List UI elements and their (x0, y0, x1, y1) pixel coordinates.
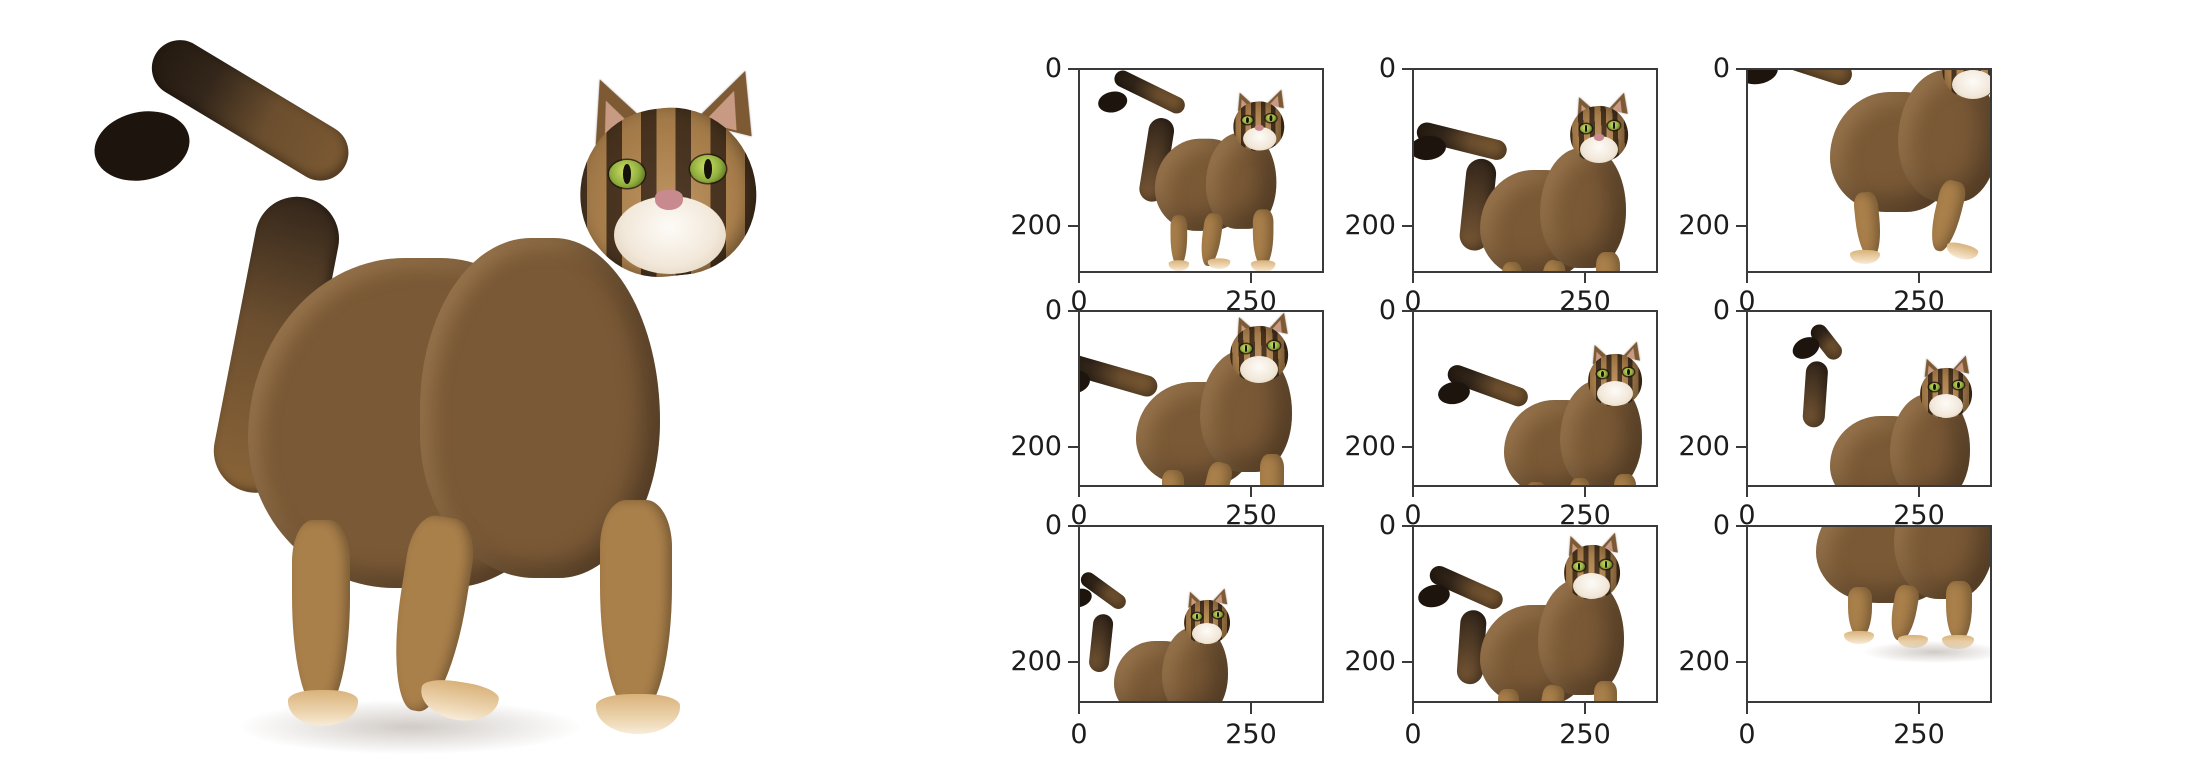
y-ticklabel-r2c1-200: 200 (1010, 431, 1062, 462)
y-tick-r2c3-200 (1736, 446, 1746, 449)
panel-r1c2[interactable] (1412, 68, 1658, 273)
y-ticklabel-r1c2-0: 0 (1378, 53, 1396, 84)
x-ticklabel-r2c1-250: 250 (1225, 500, 1277, 531)
panel-r3c2[interactable] (1412, 525, 1658, 703)
augmentation-grid-figure: 0 200 0 250 (1000, 0, 2204, 775)
grid-cat (1786, 321, 1990, 485)
x-tick-r1c2-0 (1412, 273, 1415, 283)
y-tick-r1c2-200 (1402, 225, 1412, 228)
x-tick-r3c1-250 (1250, 703, 1253, 714)
panel-r1c3[interactable] (1746, 68, 1992, 273)
y-tick-r3c2-200 (1402, 661, 1412, 664)
x-tick-r2c1-0 (1078, 487, 1081, 497)
x-ticklabel-r2c3-0: 0 (1738, 500, 1756, 531)
panel-r2c3[interactable] (1746, 310, 1992, 487)
y-ticklabel-r1c3-200: 200 (1678, 210, 1730, 241)
y-tick-r2c2-200 (1402, 446, 1412, 449)
y-tick-r2c1-0 (1068, 310, 1078, 313)
panel-r2c2[interactable] (1412, 310, 1658, 487)
x-tick-r2c2-250 (1584, 487, 1587, 497)
cat-paw-front (596, 694, 680, 734)
y-tick-r3c1-200 (1068, 661, 1078, 664)
grid-cat (1416, 530, 1656, 701)
cat-tail-tip (87, 102, 197, 190)
y-tick-r1c3-200 (1736, 225, 1746, 228)
x-ticklabel-r3c2-250: 250 (1559, 719, 1611, 750)
x-ticklabel-r3c3-250: 250 (1893, 719, 1945, 750)
x-tick-r1c3-250 (1918, 273, 1921, 283)
cat-front-leg (600, 500, 672, 714)
x-ticklabel-r3c1-0: 0 (1070, 719, 1088, 750)
panel-r3c1[interactable] (1078, 525, 1324, 703)
y-ticklabel-r2c1-0: 0 (1044, 295, 1062, 326)
y-ticklabel-r3c3-200: 200 (1678, 646, 1730, 677)
y-ticklabel-r2c3-200: 200 (1678, 431, 1730, 462)
cat-nose (655, 190, 683, 210)
x-tick-r2c3-0 (1746, 487, 1749, 497)
y-ticklabel-r1c3-0: 0 (1712, 53, 1730, 84)
y-tick-r3c2-0 (1402, 525, 1412, 528)
x-ticklabel-r2c2-250: 250 (1559, 500, 1611, 531)
y-ticklabel-r2c2-200: 200 (1344, 431, 1396, 462)
x-tick-r3c3-0 (1746, 703, 1749, 714)
y-ticklabel-r3c1-0: 0 (1044, 510, 1062, 541)
x-tick-r3c2-250 (1584, 703, 1587, 714)
hero-cat-figure (0, 0, 767, 775)
panel-r1c1[interactable] (1078, 68, 1324, 273)
x-tick-r1c1-0 (1078, 273, 1081, 283)
x-tick-r3c3-250 (1918, 703, 1921, 714)
x-ticklabel-r2c3-250: 250 (1893, 500, 1945, 531)
grid-cat (1436, 338, 1656, 485)
cat-eye-left (609, 160, 645, 188)
original-cat-image (0, 0, 767, 775)
x-ticklabel-r2c2-0: 0 (1404, 500, 1422, 531)
y-ticklabel-r2c2-0: 0 (1378, 295, 1396, 326)
cat-eye-right (690, 155, 726, 183)
y-ticklabel-r3c2-0: 0 (1378, 510, 1396, 541)
y-tick-r1c3-0 (1736, 68, 1746, 71)
y-tick-r1c2-0 (1402, 68, 1412, 71)
x-tick-r1c2-250 (1584, 273, 1587, 283)
x-ticklabel-r3c3-0: 0 (1738, 719, 1756, 750)
x-tick-r2c3-250 (1918, 487, 1921, 497)
y-tick-r2c1-200 (1068, 446, 1078, 449)
x-ticklabel-r2c1-0: 0 (1070, 500, 1088, 531)
y-tick-r2c3-0 (1736, 310, 1746, 313)
panel-r3c3[interactable] (1746, 525, 1992, 703)
x-tick-r1c1-250 (1250, 273, 1253, 283)
y-tick-r3c3-200 (1736, 661, 1746, 664)
y-tick-r3c3-0 (1736, 525, 1746, 528)
y-tick-r1c1-200 (1068, 225, 1078, 228)
y-tick-r1c1-0 (1068, 68, 1078, 71)
grid-cat (1764, 527, 1990, 663)
x-ticklabel-r1c2-0: 0 (1404, 286, 1422, 317)
y-ticklabel-r1c2-200: 200 (1344, 210, 1396, 241)
grid-cat (1096, 70, 1304, 271)
y-ticklabel-r2c3-0: 0 (1712, 295, 1730, 326)
grid-cat (1748, 70, 1990, 271)
grid-cat (1414, 74, 1656, 271)
y-ticklabel-r1c1-200: 200 (1010, 210, 1062, 241)
x-tick-r1c3-0 (1746, 273, 1749, 283)
y-tick-r3c1-0 (1068, 525, 1078, 528)
x-ticklabel-r1c1-0: 0 (1070, 286, 1088, 317)
x-ticklabel-r3c1-250: 250 (1225, 719, 1277, 750)
y-ticklabel-r1c1-0: 0 (1044, 53, 1062, 84)
x-ticklabel-r1c3-0: 0 (1738, 286, 1756, 317)
panel-r2c1[interactable] (1078, 310, 1324, 487)
x-tick-r2c1-250 (1250, 487, 1253, 497)
x-tick-r3c2-0 (1412, 703, 1415, 714)
y-ticklabel-r3c2-200: 200 (1344, 646, 1396, 677)
x-tick-r2c2-0 (1412, 487, 1415, 497)
y-ticklabel-r3c1-200: 200 (1010, 646, 1062, 677)
cat-hind-leg-far (292, 520, 350, 710)
grid-cat (1080, 312, 1322, 485)
y-ticklabel-r3c3-0: 0 (1712, 510, 1730, 541)
y-tick-r2c2-0 (1402, 310, 1412, 313)
x-ticklabel-r3c2-0: 0 (1404, 719, 1422, 750)
x-tick-r3c1-0 (1078, 703, 1081, 714)
grid-cat (1080, 569, 1266, 701)
